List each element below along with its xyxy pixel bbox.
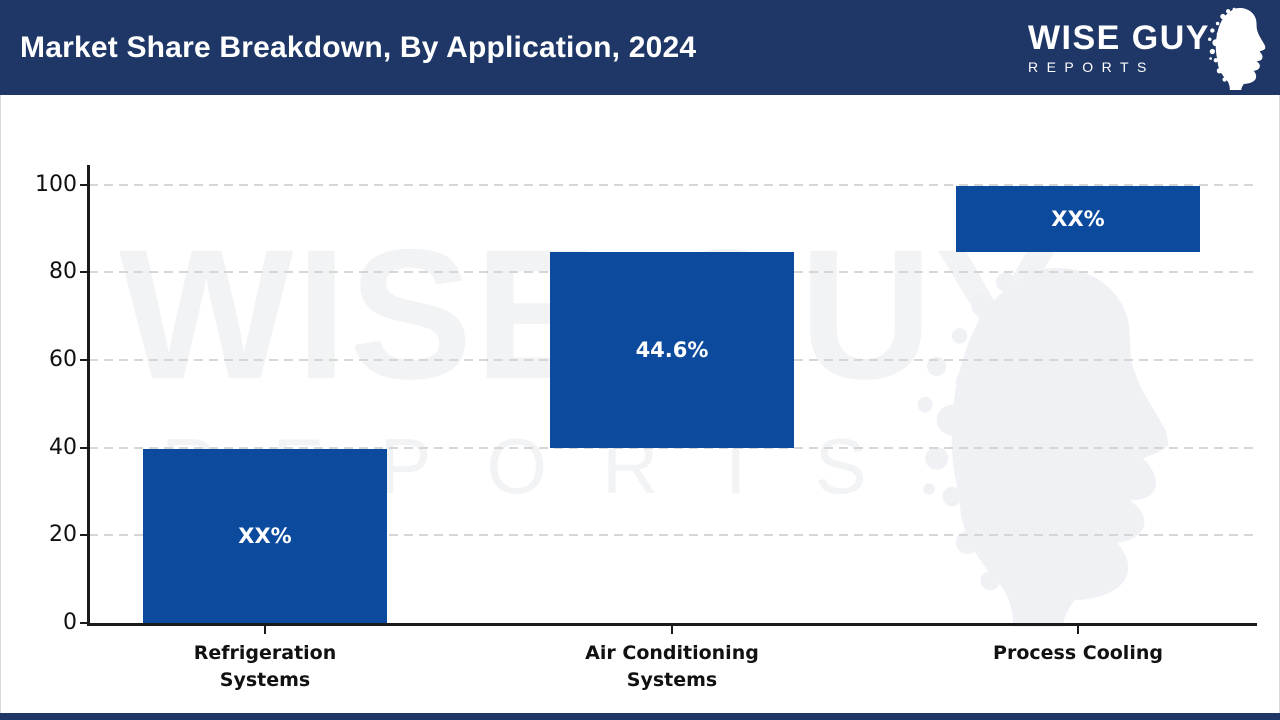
wiseguy-logo: WISE GUY REPORTS — [1028, 6, 1268, 90]
logo-subtext: REPORTS — [1027, 59, 1155, 75]
bar-value-label: 44.6% — [635, 337, 709, 362]
bar-1: XX% — [143, 448, 387, 623]
y-axis-tick-mark — [80, 358, 89, 361]
header: Market Share Breakdown, By Application, … — [0, 0, 1280, 95]
logo-text: WISE GUY REPORTS — [1028, 21, 1210, 74]
x-axis-tick-mark — [1077, 626, 1079, 634]
y-axis-tick-label: 40 — [49, 434, 77, 460]
bar-2: 44.6% — [550, 252, 794, 448]
bar-3: XX% — [956, 186, 1200, 253]
logo-head-icon — [1208, 7, 1266, 90]
y-axis-tick-mark — [80, 534, 89, 537]
x-axis-tick-mark — [671, 626, 673, 634]
y-axis-tick-label: 60 — [49, 346, 77, 372]
x-axis-spine — [87, 623, 1257, 626]
watermark-head-icon — [917, 266, 1169, 627]
gridline — [89, 534, 1257, 537]
y-axis-tick-mark — [80, 183, 89, 186]
x-category-label: Refrigeration Systems — [193, 642, 337, 691]
footer-bar — [0, 713, 1280, 720]
logo-wordmark: WISE GUY — [1027, 19, 1210, 57]
bar-value-label: XX% — [1051, 207, 1105, 232]
y-axis-tick-mark — [80, 271, 89, 274]
y-axis-tick-label: 0 — [63, 610, 77, 635]
gridline — [89, 446, 1257, 449]
y-axis-tick-label: 100 — [35, 171, 77, 197]
y-axis-tick-label: 80 — [49, 259, 77, 285]
y-axis-tick-label: 20 — [49, 522, 77, 548]
gridline — [89, 183, 1257, 186]
x-category-label: Air Conditioning Systems — [585, 642, 759, 691]
y-axis-tick-mark — [80, 446, 89, 449]
x-axis-tick-mark — [264, 626, 266, 634]
x-category-label: Process Cooling — [993, 642, 1163, 664]
page-title: Market Share Breakdown, By Application, … — [20, 30, 697, 64]
bar-value-label: XX% — [238, 523, 292, 548]
y-axis-spine — [87, 164, 90, 626]
y-axis-tick-mark — [80, 622, 89, 624]
chart-area: WISE GUY REPORTS 0 20 4 — [0, 95, 1280, 713]
